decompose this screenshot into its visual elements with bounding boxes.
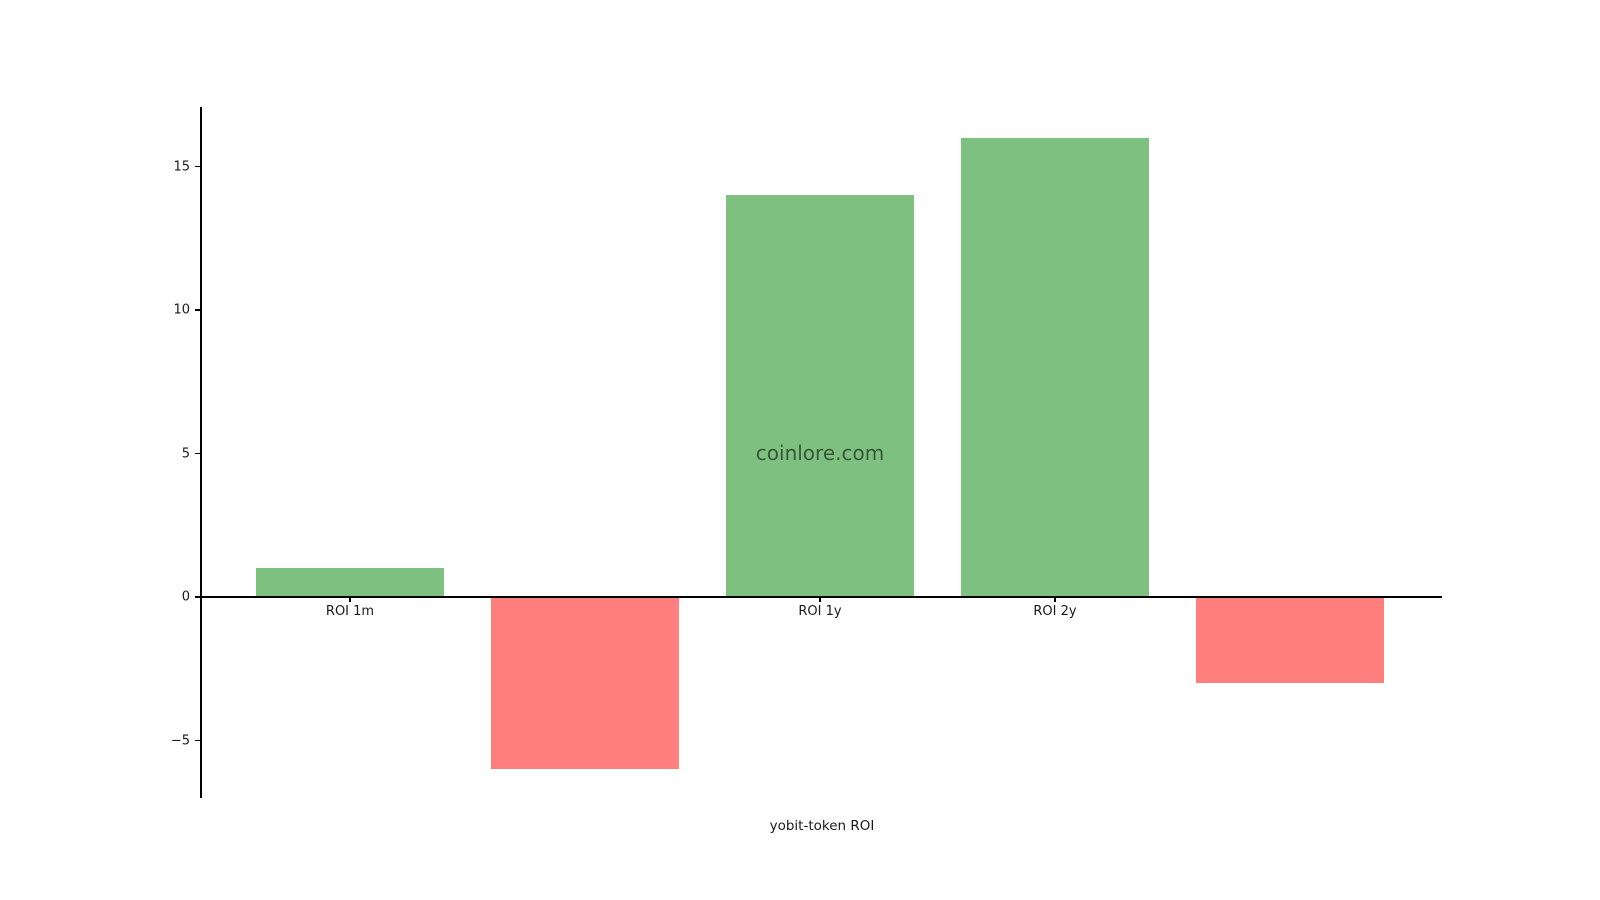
x-tick-mark xyxy=(1054,597,1056,602)
x-tick-label-roi-1m: ROI 1m xyxy=(325,604,375,619)
chart-title: yobit-token ROI xyxy=(769,818,875,834)
bar-unlabeled-5 xyxy=(1196,597,1384,684)
x-tick-label-roi-1y: ROI 1y xyxy=(798,604,842,619)
y-tick-label: 15 xyxy=(173,159,190,174)
y-tick-label: 0 xyxy=(181,589,190,605)
x-tick-mark xyxy=(349,597,351,602)
y-tick-mark xyxy=(195,739,201,742)
x-axis-zero-line xyxy=(201,596,1442,598)
bar-unlabeled-2 xyxy=(491,597,679,770)
bar-roi-1m xyxy=(256,568,444,597)
y-tick-label: 10 xyxy=(173,302,190,318)
y-tick-mark xyxy=(195,452,201,455)
y-tick-mark xyxy=(195,165,201,168)
y-tick-label: −5 xyxy=(170,733,190,748)
bar-roi-1y xyxy=(726,195,914,597)
x-tick-label-roi-2y: ROI 2y xyxy=(1033,604,1077,619)
y-axis-spine xyxy=(200,107,202,798)
x-tick-mark xyxy=(819,597,821,602)
y-tick-mark xyxy=(195,309,201,311)
watermark-text: coinlore.com xyxy=(755,440,885,465)
bar-roi-2y xyxy=(961,137,1149,597)
y-tick-mark xyxy=(195,596,201,598)
y-tick-label: 5 xyxy=(181,446,190,461)
